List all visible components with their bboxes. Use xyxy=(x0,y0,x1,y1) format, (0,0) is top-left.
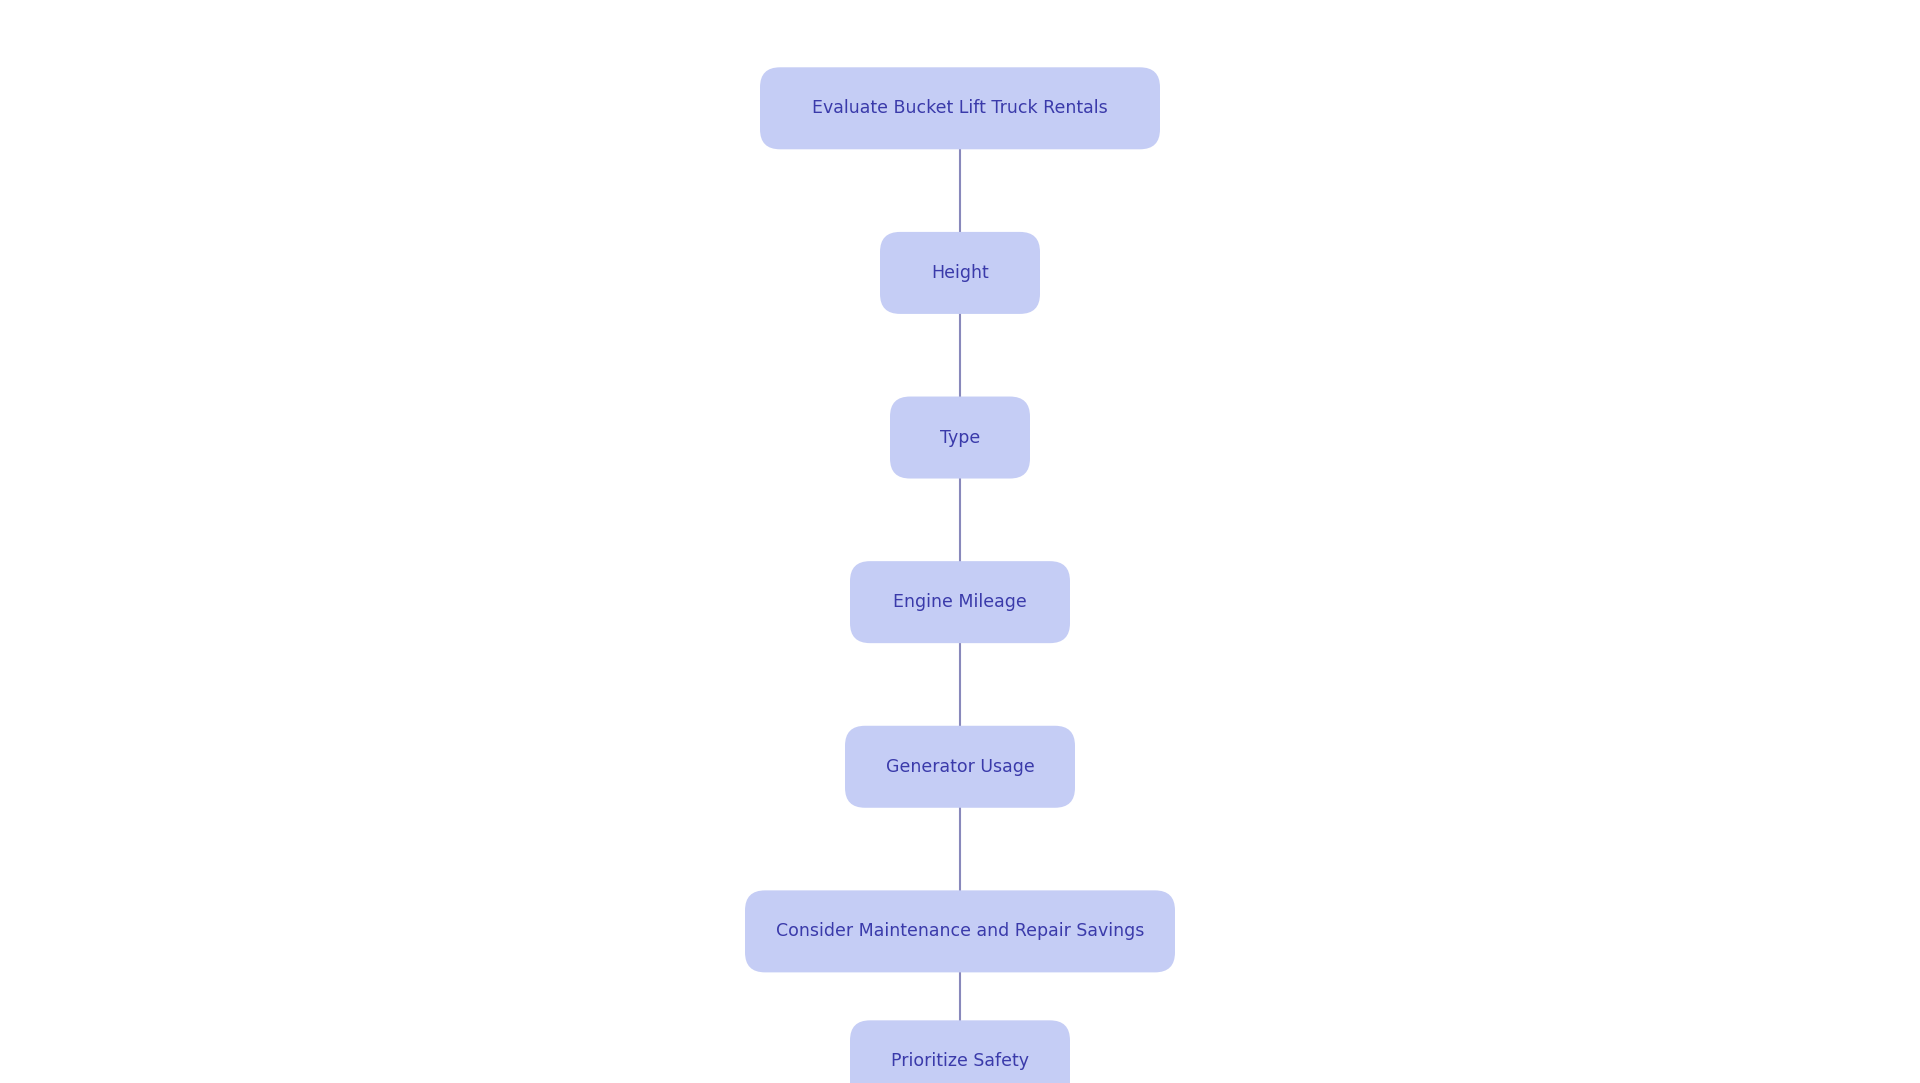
Text: Evaluate Bucket Lift Truck Rentals: Evaluate Bucket Lift Truck Rentals xyxy=(812,100,1108,117)
Text: Height: Height xyxy=(931,264,989,282)
FancyBboxPatch shape xyxy=(891,396,1029,479)
FancyBboxPatch shape xyxy=(845,726,1075,808)
Text: Generator Usage: Generator Usage xyxy=(885,758,1035,775)
Text: Type: Type xyxy=(941,429,979,446)
Text: Prioritize Safety: Prioritize Safety xyxy=(891,1053,1029,1070)
FancyBboxPatch shape xyxy=(879,232,1041,314)
FancyBboxPatch shape xyxy=(851,1020,1069,1083)
FancyBboxPatch shape xyxy=(760,67,1160,149)
FancyBboxPatch shape xyxy=(851,561,1069,643)
Text: Engine Mileage: Engine Mileage xyxy=(893,593,1027,611)
Text: Consider Maintenance and Repair Savings: Consider Maintenance and Repair Savings xyxy=(776,923,1144,940)
FancyBboxPatch shape xyxy=(745,890,1175,973)
